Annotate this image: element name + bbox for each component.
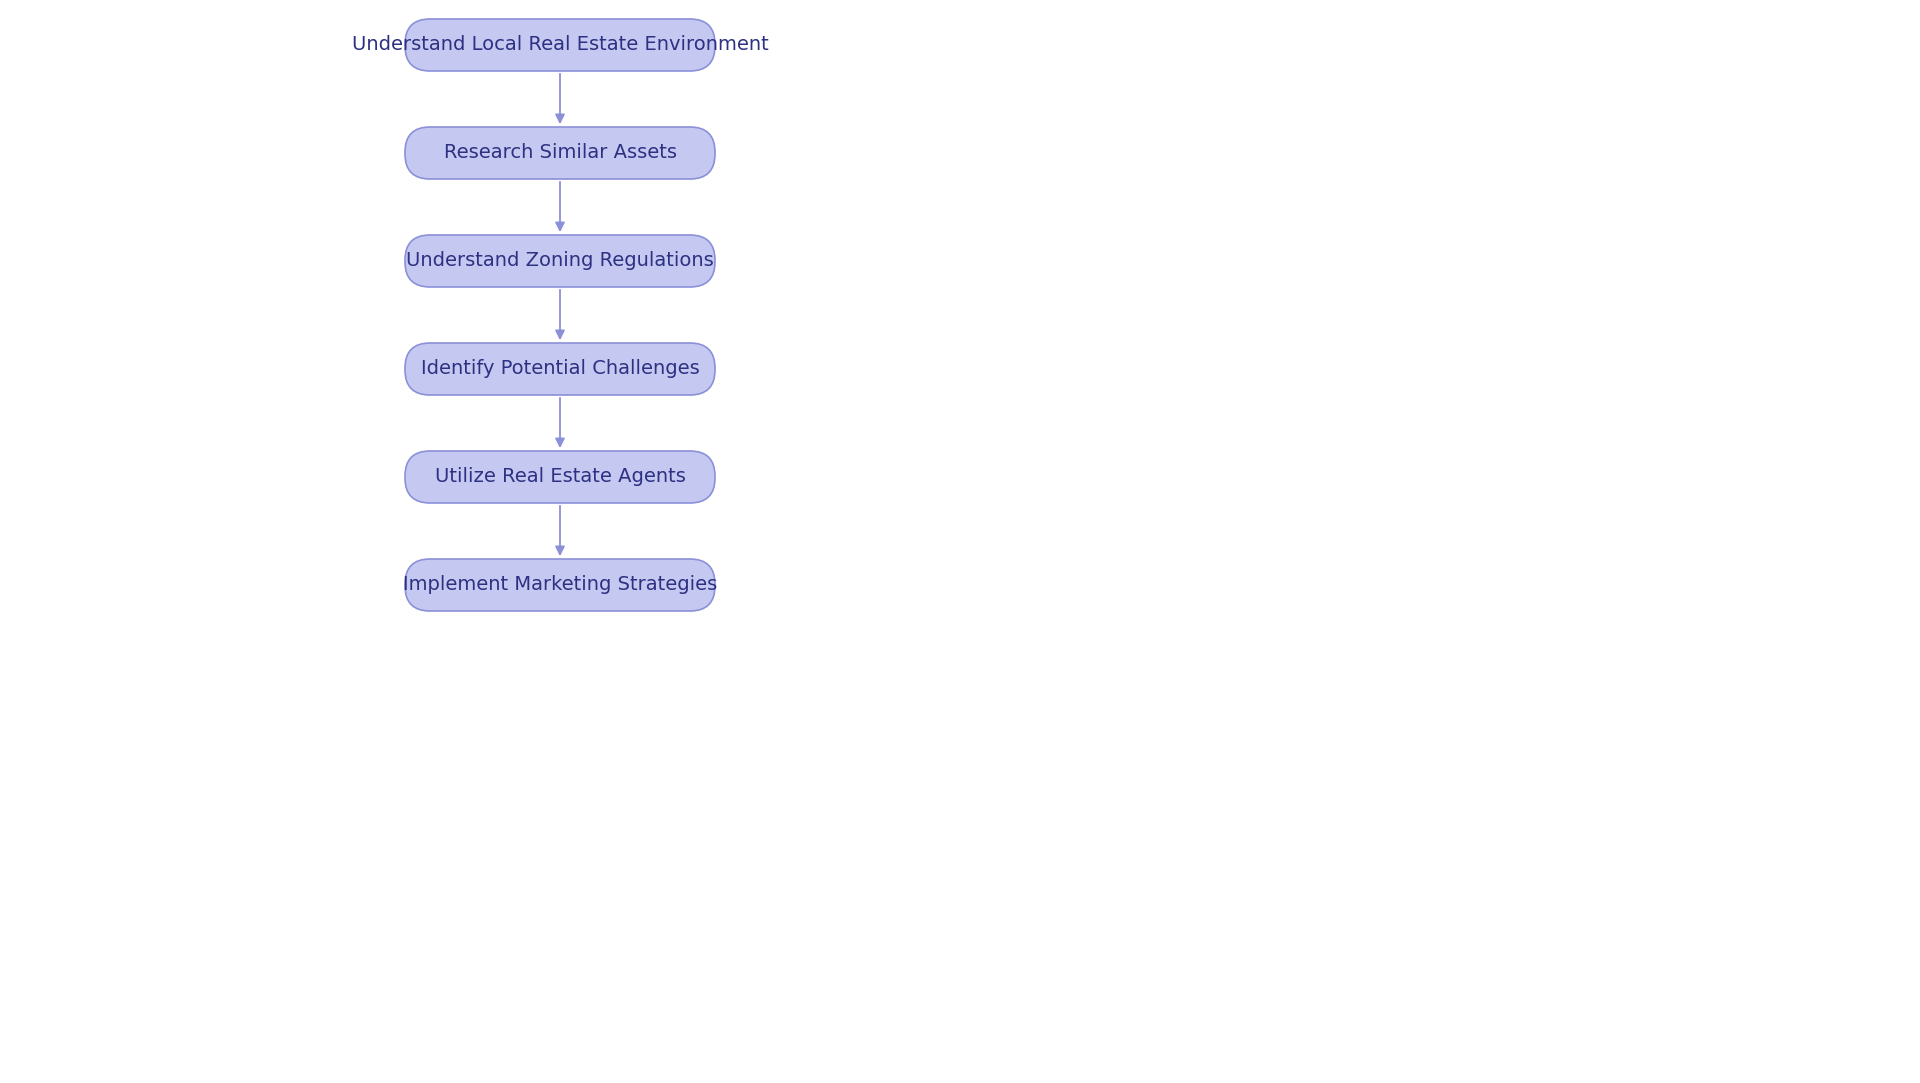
Text: Identify Potential Challenges: Identify Potential Challenges	[420, 360, 699, 378]
FancyBboxPatch shape	[405, 451, 714, 503]
Text: Understand Zoning Regulations: Understand Zoning Regulations	[407, 251, 714, 271]
FancyBboxPatch shape	[405, 235, 714, 287]
FancyBboxPatch shape	[405, 19, 714, 71]
Text: Utilize Real Estate Agents: Utilize Real Estate Agents	[434, 468, 685, 486]
Text: Implement Marketing Strategies: Implement Marketing Strategies	[403, 575, 718, 595]
FancyBboxPatch shape	[405, 343, 714, 395]
Text: Research Similar Assets: Research Similar Assets	[444, 144, 676, 162]
Text: Understand Local Real Estate Environment: Understand Local Real Estate Environment	[351, 36, 768, 54]
FancyBboxPatch shape	[405, 127, 714, 179]
FancyBboxPatch shape	[405, 559, 714, 611]
